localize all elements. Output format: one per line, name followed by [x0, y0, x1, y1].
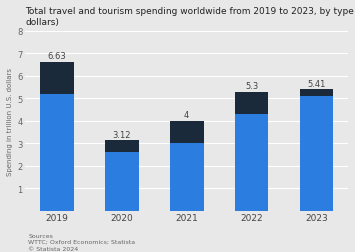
Bar: [300, 90, 333, 97]
Y-axis label: Spending in trillion U.S. dollars: Spending in trillion U.S. dollars: [7, 68, 13, 175]
Bar: [235, 115, 268, 211]
Bar: [170, 144, 203, 211]
Text: Sources
WTTC; Oxford Economics; Statista
© Statista 2024: Sources WTTC; Oxford Economics; Statista…: [28, 233, 136, 251]
Bar: [40, 94, 74, 211]
Text: 5.41: 5.41: [307, 79, 326, 88]
Text: 4: 4: [184, 111, 189, 120]
Bar: [235, 92, 268, 115]
Text: 6.63: 6.63: [48, 52, 66, 61]
Text: 5.3: 5.3: [245, 82, 258, 91]
Bar: [105, 141, 138, 152]
Text: Total travel and tourism spending worldwide from 2019 to 2023, by type (in trill: Total travel and tourism spending worldw…: [25, 7, 355, 27]
Bar: [40, 62, 74, 94]
Bar: [170, 121, 203, 144]
Bar: [300, 97, 333, 211]
Bar: [105, 152, 138, 211]
Text: 3.12: 3.12: [113, 130, 131, 139]
